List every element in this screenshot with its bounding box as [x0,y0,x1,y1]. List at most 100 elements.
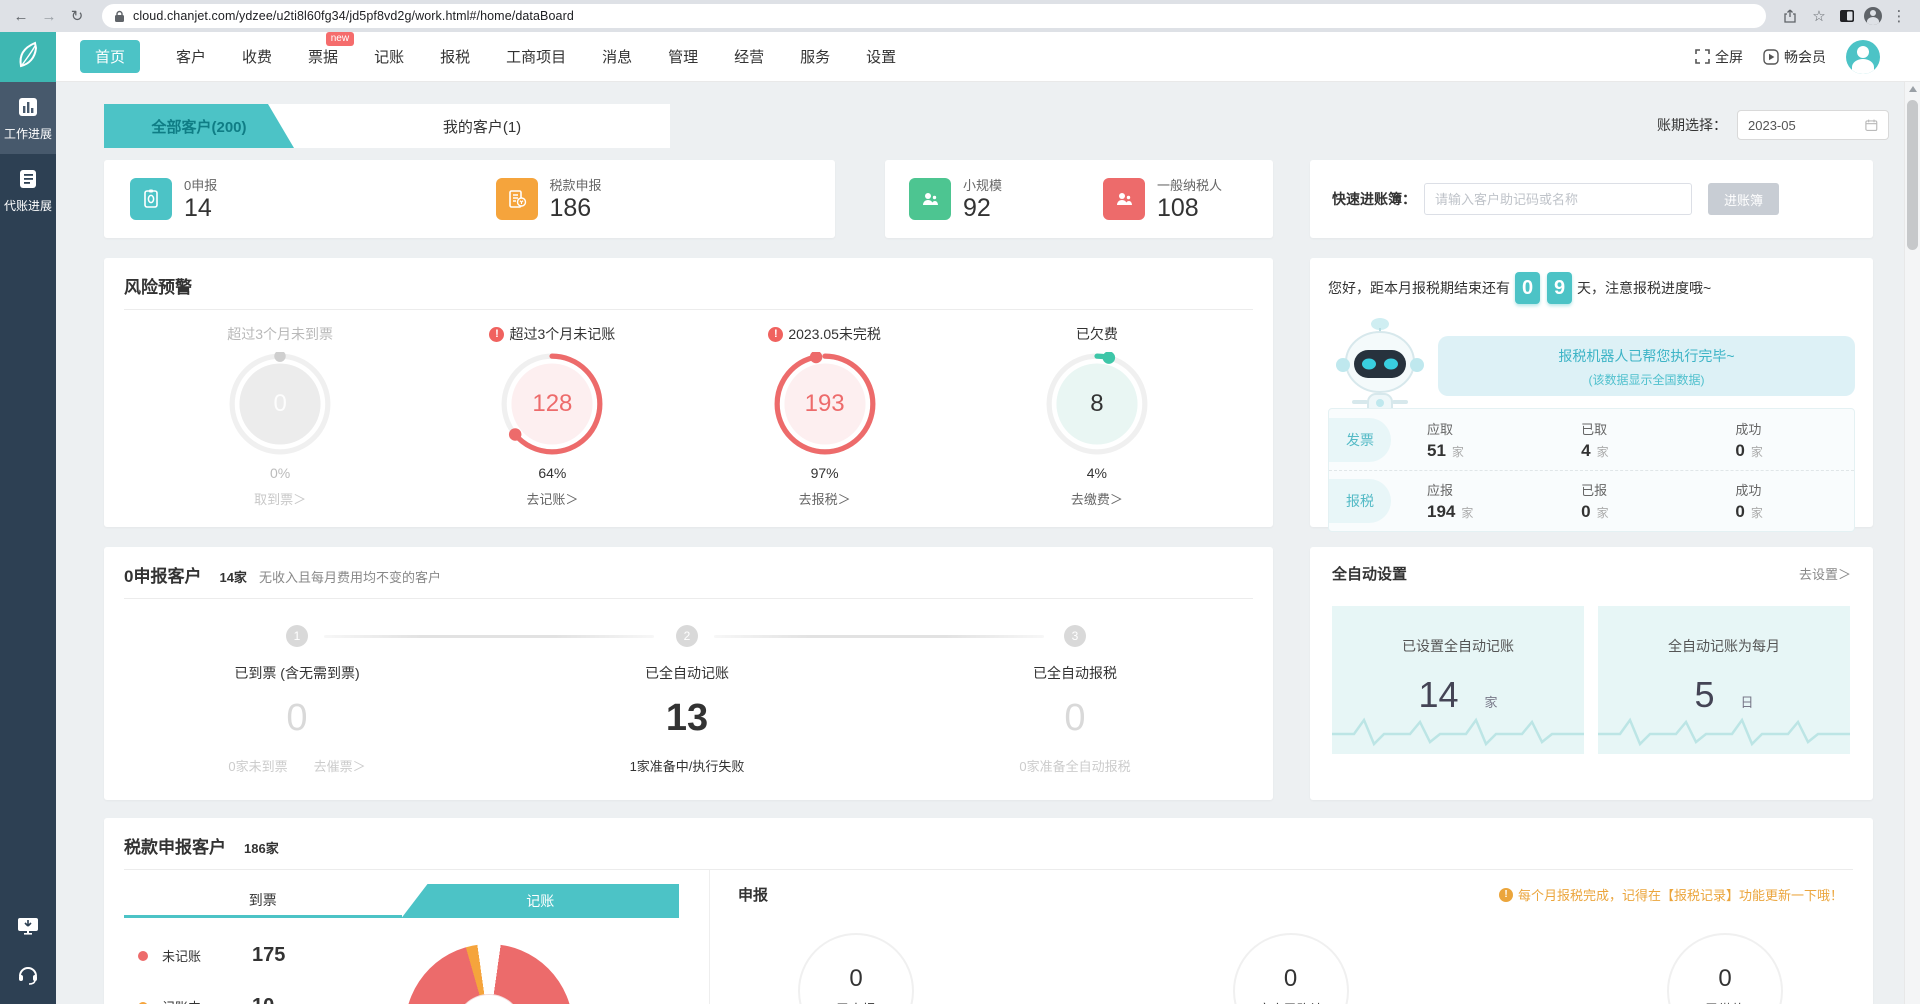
gauge-percent: 97% [810,465,839,481]
gauge-percent: 0% [270,465,291,481]
nav-item-customers[interactable]: 客户 [176,49,207,66]
sidebar-item-work-progress[interactable]: 工作进展 [0,82,56,154]
forward-icon[interactable]: → [41,7,57,25]
nav-item-business-projects[interactable]: 工商项目 [506,49,567,66]
tab-booking[interactable]: 记账 [401,884,679,918]
declare-title: 申报 [738,887,769,904]
sidebar-bottom [0,916,56,986]
url-bar[interactable]: cloud.chanjet.com/ydzee/u2ti8l60fg34/jd5… [102,4,1766,28]
browser-menu-icon[interactable]: ⋮ [1891,8,1907,25]
step-sub: 1家准备中/执行失败 [629,759,745,774]
col-label: 已取 [1581,421,1608,437]
nav-item-tax[interactable]: 报税 [440,49,471,66]
sidebar-item-agency-progress[interactable]: 代账进展 [0,154,56,226]
risk-gauges: 超过3个月未到票 0 0% 取到票＞ 超 [104,310,1273,508]
step-value: 0 [286,697,308,739]
paid-circle: 0 已缴款 [1667,933,1783,1004]
side-panel-icon[interactable] [1836,5,1858,27]
app-logo[interactable] [0,31,56,82]
zero-declare-count: 14家 [219,570,247,585]
quick-entry-card: 快速进账簿： 进账簿 [1310,160,1873,238]
back-icon[interactable]: ← [13,7,29,25]
fullscreen-button[interactable]: 全屏 [1695,47,1743,67]
auto-box-value: 14 [1418,674,1459,715]
nav-item-operation[interactable]: 经营 [734,49,765,66]
tab-invoice-arrival[interactable]: 到票 [124,884,402,918]
tax-declare-card: 税款申报客户 186家 到票 记账 未记账 175 [104,818,1873,1004]
nav-item-services[interactable]: 服务 [800,49,831,66]
auto-setting-card: 全自动设置 去设置＞ 已设置全自动记账 14 家 全自动记账为每月 5 日 [1310,547,1873,800]
scrollbar-thumb[interactable] [1907,100,1918,250]
scroll-up-arrow[interactable] [1909,86,1917,92]
urge-invoice-link[interactable]: 去催票＞ [313,759,366,774]
ledger-icon [20,170,36,188]
countdown-digit: 0 [1515,272,1540,304]
robot-mascot-image [1336,318,1424,427]
go-settings-link[interactable]: 去设置＞ [1798,567,1851,582]
client-download-icon[interactable] [16,916,40,938]
bookmark-star-icon[interactable]: ☆ [1812,8,1826,25]
step-connector [324,635,654,638]
stat-value: 92 [963,193,991,222]
fullscreen-icon [1695,49,1710,64]
stat-value: 14 [184,193,212,222]
gauge-value: 193 [804,390,845,417]
period-input-box[interactable] [1737,110,1889,140]
step-label: 已到票 (含无需到票) [234,665,360,681]
booking-tab-strip: 到票 记账 [124,884,679,918]
gauge-link[interactable]: 取到票＞ [254,492,307,507]
tab-my-customers[interactable]: 我的客户(1) [294,104,670,148]
app-header: 首页 客户 收费 票据 new 记账 报税 工商项目 消息 管理 经营 服务 设置… [0,31,1920,82]
stat-value: 108 [1157,193,1199,222]
calendar-icon[interactable] [1865,118,1878,132]
nav-item-messages[interactable]: 消息 [602,49,633,66]
gauge-link[interactable]: 去缴费＞ [1070,492,1123,507]
period-input[interactable] [1748,117,1866,133]
warning-icon [1498,887,1513,902]
auto-box-value: 5 [1694,674,1715,715]
member-button[interactable]: 畅会员 [1763,47,1826,67]
sidebar-item-label: 工作进展 [4,127,53,141]
gauge-label: 超过3个月未记账 [489,324,615,344]
step-value: 0 [1064,697,1086,739]
gauge-link[interactable]: 去报税＞ [798,492,851,507]
stat-general-taxpayer: 一般纳税人 108 [1103,177,1273,222]
circle-value: 0 [1283,964,1298,992]
taxpayer-stats-card: 小规模 92 一般纳税人 108 [885,160,1273,238]
gauge-percent: 4% [1086,465,1107,481]
refresh-icon[interactable]: ↻ [70,8,84,25]
col-label: 成功 [1735,483,1762,498]
circle-label: 已申报 [836,999,875,1004]
nav-item-fees[interactable]: 收费 [242,49,273,66]
nav-item-home[interactable]: 首页 [80,40,141,73]
alert-icon [768,326,784,342]
headset-support-icon[interactable] [17,964,39,986]
step-number: 1 [286,625,308,647]
tax-declare-title: 税款申报客户 [124,838,226,857]
tab-all-customers[interactable]: 全部客户(200) [104,104,294,148]
page-scrollbar[interactable] [1904,82,1920,1004]
gauge-link[interactable]: 去记账＞ [526,492,579,507]
booking-donut-chart: 94% [405,944,574,1004]
stat-label: 税款申报 [549,177,602,193]
quick-entry-input[interactable] [1424,183,1692,215]
customer-confirmed-circle: 0 客户已确认 [1232,933,1349,1004]
legend-booking: 记账中 10 [138,995,285,1004]
zero-declare-desc: 无收入且每月费用均不变的客户 [258,570,441,585]
legend-label: 记账中 [162,997,252,1004]
nav-item-management[interactable]: 管理 [668,49,699,66]
share-icon[interactable] [1780,5,1802,27]
nav-item-bookkeeping[interactable]: 记账 [374,49,405,66]
nav-item-invoices[interactable]: 票据 new [308,32,355,67]
step-number: 2 [676,625,698,647]
gauge-not-booked: 超过3个月未记账 128 64% 去记账＞ [452,324,652,508]
sidebar: 工作进展 代账进展 [0,82,56,1004]
nav-item-settings[interactable]: 设置 [866,49,897,66]
user-avatar[interactable] [1846,39,1880,74]
sidebar-item-label: 代账进展 [4,199,53,213]
zero-declare-title: 0申报客户 [124,567,202,586]
enter-ledger-button[interactable]: 进账簿 [1708,183,1780,215]
browser-profile-icon[interactable] [1864,7,1882,25]
booking-legend: 未记账 175 记账中 10 [138,944,285,1004]
gauge-no-invoice: 超过3个月未到票 0 0% 取到票＞ [180,324,380,508]
